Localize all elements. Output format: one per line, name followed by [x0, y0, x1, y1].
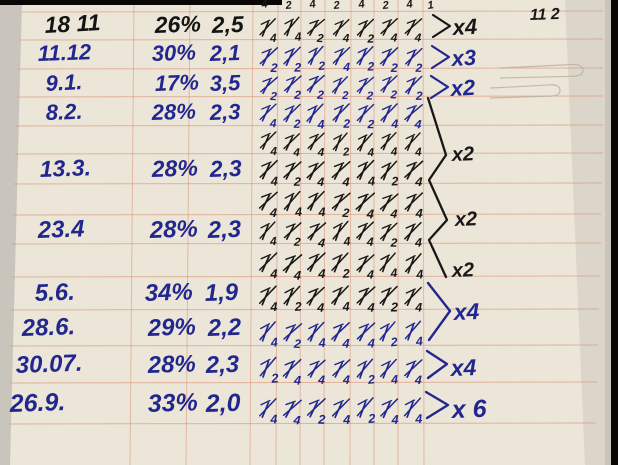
- svg-text:26%: 26%: [153, 10, 201, 38]
- svg-text:11.12: 11.12: [37, 39, 92, 66]
- svg-text:x2: x2: [453, 208, 477, 231]
- svg-text:28%: 28%: [146, 350, 196, 379]
- svg-text:30.07.: 30.07.: [15, 350, 83, 379]
- svg-text:2,2: 2,2: [206, 314, 242, 342]
- svg-text:5.6.: 5.6.: [34, 279, 75, 307]
- svg-text:2,0: 2,0: [204, 389, 241, 418]
- svg-text:28.6.: 28.6.: [20, 313, 75, 342]
- svg-text:9.1.: 9.1.: [45, 69, 83, 96]
- svg-text:2: 2: [381, 0, 389, 12]
- svg-text:23.4: 23.4: [36, 215, 85, 244]
- svg-text:33%: 33%: [147, 388, 198, 418]
- svg-text:8.2.: 8.2.: [45, 99, 83, 125]
- svg-text:x 6: x 6: [449, 395, 488, 424]
- svg-text:x4: x4: [451, 14, 478, 40]
- svg-text:x3: x3: [450, 45, 477, 71]
- svg-text:2: 2: [332, 0, 340, 12]
- svg-text:18 11: 18 11: [44, 9, 101, 38]
- svg-text:34%: 34%: [144, 278, 193, 307]
- svg-text:26.9.: 26.9.: [8, 388, 66, 418]
- svg-text:2,3: 2,3: [208, 155, 242, 182]
- svg-text:11 2: 11 2: [530, 6, 561, 24]
- svg-text:28%: 28%: [150, 98, 196, 125]
- svg-text:2,3: 2,3: [204, 351, 240, 379]
- svg-text:30%: 30%: [151, 39, 196, 66]
- svg-text:28%: 28%: [148, 215, 198, 244]
- svg-text:2,3: 2,3: [208, 99, 240, 125]
- svg-text:28%: 28%: [150, 154, 198, 182]
- svg-text:2,5: 2,5: [210, 11, 245, 38]
- svg-text:17%: 17%: [154, 69, 199, 96]
- svg-text:x4: x4: [451, 298, 480, 325]
- svg-text:2,3: 2,3: [206, 216, 242, 244]
- svg-text:3,5: 3,5: [209, 70, 241, 96]
- svg-text:13.3.: 13.3.: [39, 154, 91, 182]
- svg-text:x2: x2: [450, 143, 474, 166]
- svg-text:2,1: 2,1: [208, 40, 240, 66]
- svg-text:29%: 29%: [146, 313, 196, 342]
- svg-text:2: 2: [284, 0, 292, 12]
- svg-text:x2: x2: [449, 75, 477, 101]
- svg-text:x2: x2: [450, 259, 474, 282]
- svg-text:x4: x4: [448, 354, 477, 381]
- svg-text:1,9: 1,9: [204, 279, 239, 307]
